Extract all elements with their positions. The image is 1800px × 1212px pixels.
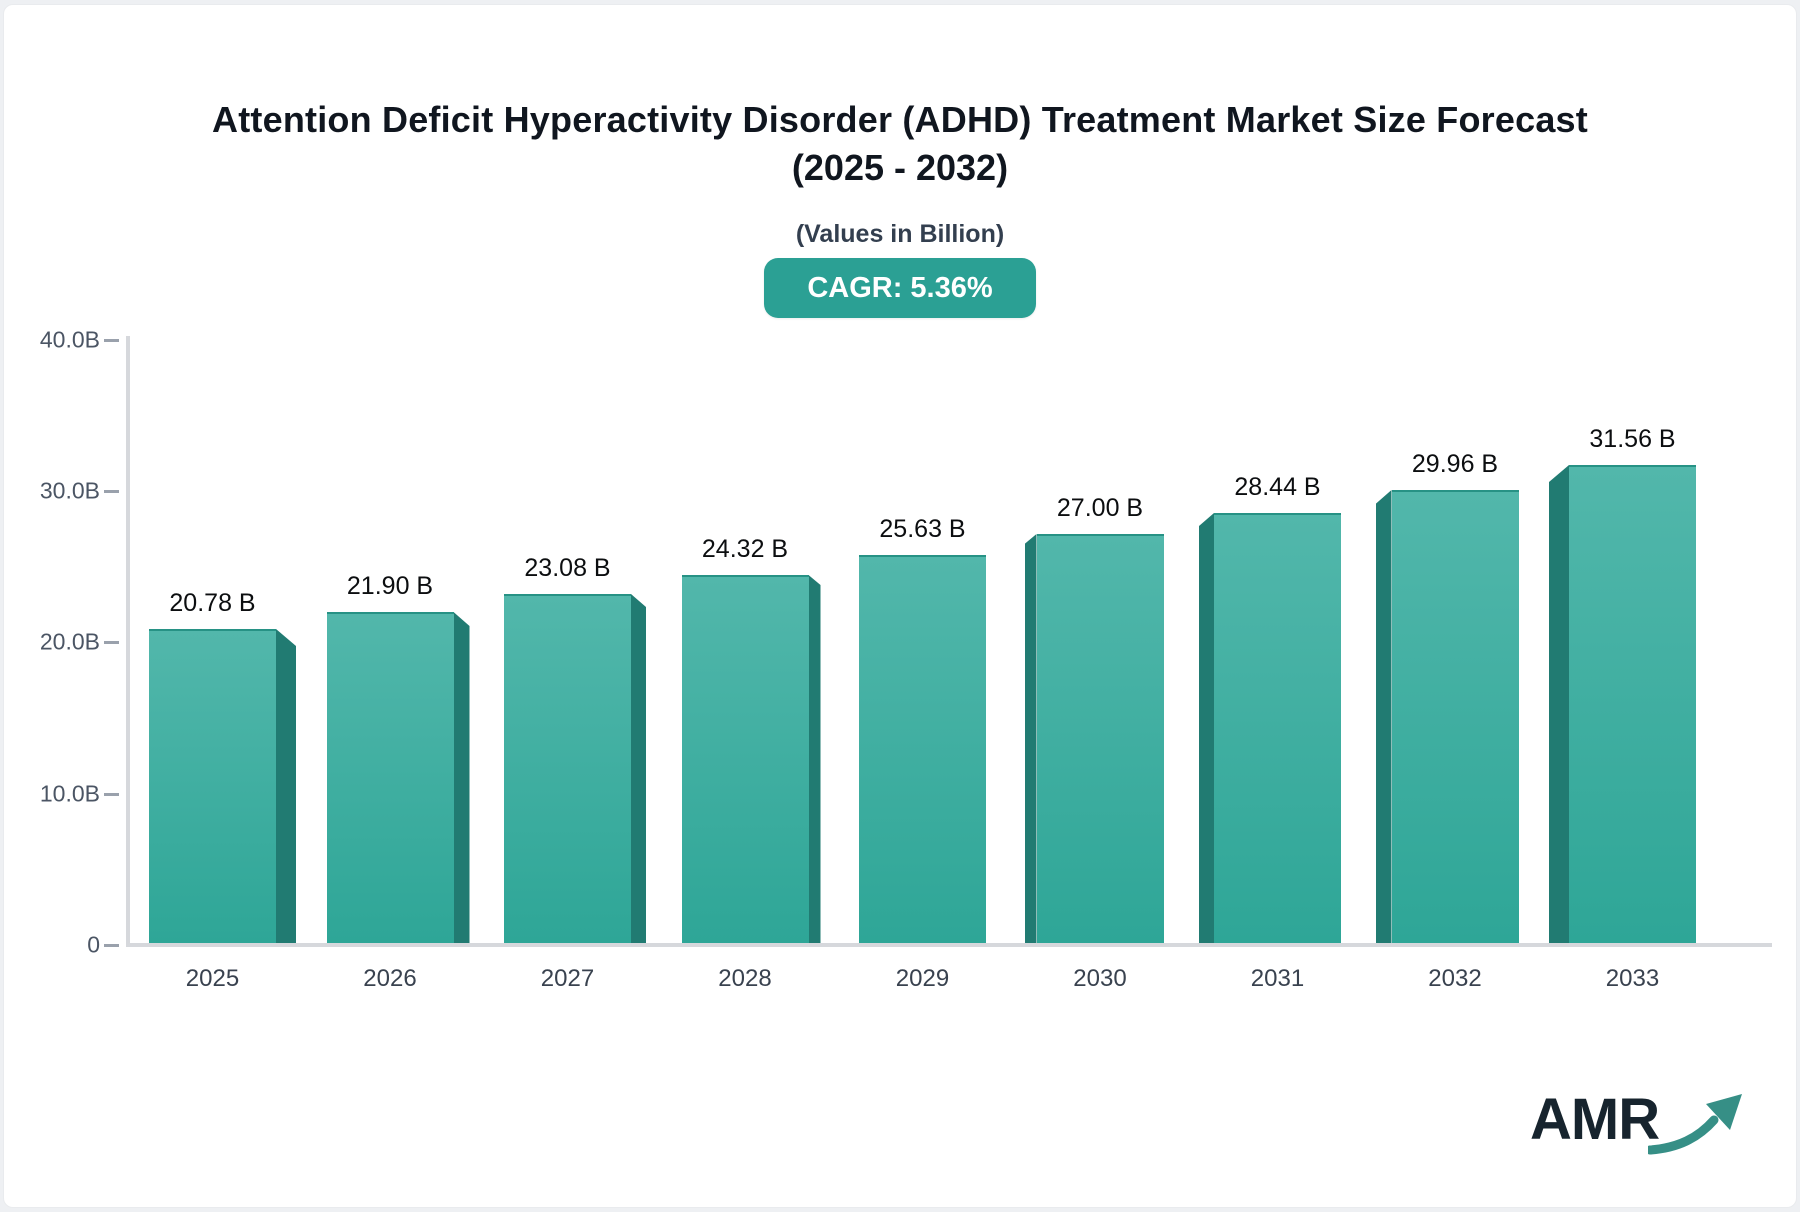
bar — [504, 594, 631, 943]
y-axis-tick — [104, 490, 119, 493]
y-axis-label: 30.0B — [39, 477, 100, 504]
bar — [1391, 490, 1519, 943]
chart-title-line2: (2025 - 2032) — [791, 147, 1009, 188]
bar-value-label: 29.96 B — [1411, 450, 1499, 478]
chart-title-line1: Attention Deficit Hyperactivity Disorder… — [212, 99, 1588, 140]
x-axis-label: 2027 — [540, 965, 595, 992]
y-axis-label: 20.0B — [39, 628, 100, 655]
x-axis-label: 2033 — [1605, 965, 1660, 992]
y-axis-tick — [104, 339, 119, 342]
bar — [1214, 513, 1341, 943]
y-axis-tick — [104, 944, 119, 947]
bar-side — [1199, 513, 1214, 943]
bar-side — [276, 629, 296, 943]
y-axis-label: 0 — [87, 931, 100, 958]
amr-logo: AMR — [1530, 1086, 1742, 1166]
y-axis-label: 10.0B — [39, 780, 100, 807]
bar-value-label: 24.32 B — [701, 535, 789, 563]
bar — [149, 629, 276, 943]
bar — [326, 612, 454, 943]
chart-subtitle: (Values in Billion) — [795, 220, 1005, 248]
x-axis-label: 2025 — [185, 965, 240, 992]
bar-value-label: 31.56 B — [1589, 425, 1676, 453]
x-axis-label: 2030 — [1073, 965, 1127, 992]
bar-side — [1024, 534, 1037, 943]
bar-side — [1549, 465, 1569, 943]
x-axis-label: 2026 — [363, 965, 417, 992]
growth-arrow-icon — [1648, 1094, 1742, 1155]
bar-value-label: 25.63 B — [879, 515, 966, 543]
cagr-badge: CAGR: 5.36% — [764, 258, 1036, 318]
amr-logo-text: AMR — [1530, 1087, 1660, 1152]
x-axis-label: 2029 — [895, 965, 950, 992]
bar-value-label: 20.78 B — [169, 589, 256, 617]
x-axis-label: 2031 — [1250, 965, 1305, 992]
y-axis-tick — [104, 641, 119, 644]
bar-value-label: 27.00 B — [1056, 494, 1144, 522]
bar-side — [1375, 490, 1392, 943]
bar-value-label: 23.08 B — [524, 554, 611, 582]
y-axis-line — [126, 336, 130, 947]
bar-value-label: 28.44 B — [1234, 473, 1321, 501]
bar — [1036, 534, 1164, 943]
x-axis-label: 2032 — [1428, 965, 1482, 992]
bar — [859, 555, 986, 943]
bar-side — [631, 594, 646, 943]
bar-side — [808, 575, 821, 943]
bar — [1569, 465, 1696, 943]
bar-side — [453, 612, 470, 943]
x-axis-line — [126, 943, 1772, 947]
x-axis-label: 2028 — [718, 965, 772, 992]
bar-value-label: 21.90 B — [346, 572, 434, 600]
y-axis-label: 40.0B — [39, 326, 100, 353]
bar — [681, 575, 809, 943]
y-axis-tick — [104, 793, 119, 796]
